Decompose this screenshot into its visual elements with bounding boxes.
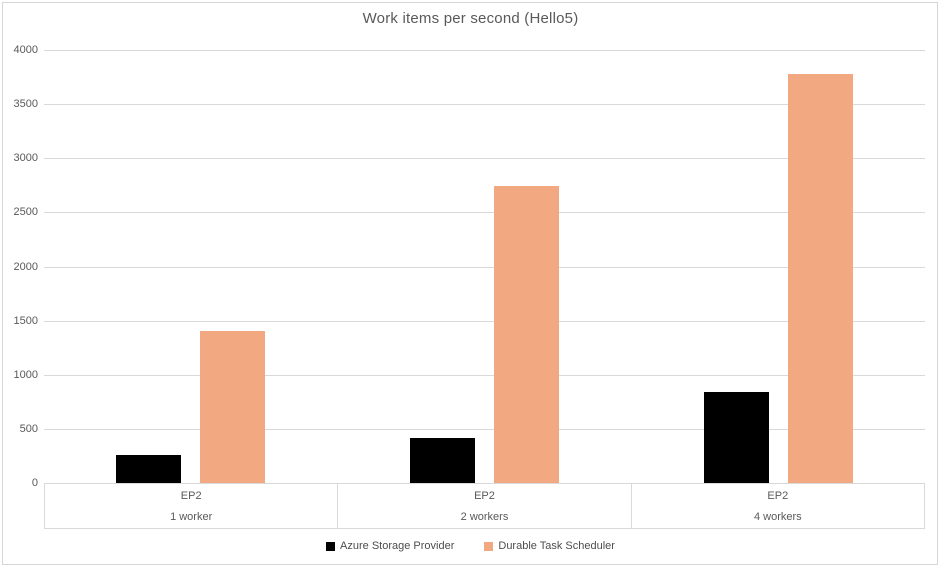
gridline-2000 (44, 266, 925, 268)
y-tick-label: 3000 (13, 152, 38, 165)
category-top-label: EP2 (767, 490, 789, 502)
legend-label: Azure Storage Provider (340, 540, 455, 552)
bar-group-4-workers (631, 50, 925, 483)
category-bottom-label: 4 workers (753, 511, 802, 523)
category-bottom-label: 1 worker (170, 511, 213, 523)
y-tick-label: 1000 (13, 368, 38, 381)
y-tick-label: 4000 (13, 44, 38, 56)
category-cell: EP2 4 workers (630, 484, 924, 528)
bar-azure-storage-provider (116, 454, 182, 483)
y-tick-label: 0 (31, 477, 38, 489)
gridline-3000 (44, 158, 925, 160)
chart-title: Work items per second (Hello5) (362, 10, 579, 27)
y-tick-label: 1500 (13, 314, 38, 327)
y-tick-label: 2000 (13, 260, 38, 273)
category-top-label: EP2 (180, 490, 202, 502)
bar-durable-task-scheduler (494, 186, 559, 483)
bar-azure-storage-provider (410, 437, 475, 483)
bar-durable-task-scheduler (200, 331, 266, 483)
y-tick-label: 2500 (13, 206, 38, 219)
bar-azure-storage-provider (703, 392, 769, 483)
legend-label: Durable Task Scheduler (498, 540, 615, 552)
y-tick-label: 500 (19, 422, 38, 435)
gridline-1500 (44, 320, 925, 322)
category-cell: EP2 2 workers (337, 484, 630, 528)
bar-group-2-workers (338, 50, 632, 483)
bar-group-1-worker (44, 50, 338, 483)
gridline-4000 (44, 50, 925, 51)
y-tick-label: 3500 (13, 98, 38, 111)
category-cell: EP2 1 worker (45, 484, 337, 528)
category-axis: EP2 1 worker EP2 2 workers EP2 4 workers (44, 483, 925, 529)
bars-layer (44, 50, 925, 483)
category-top-label: EP2 (474, 490, 495, 502)
bar-durable-task-scheduler (787, 73, 853, 483)
legend-item-azure-storage-provider: Azure Storage Provider (326, 540, 454, 552)
plot-area: 0 500 1000 1500 2000 2500 3000 3500 4000 (14, 44, 925, 489)
legend: Azure Storage Provider Durable Task Sched… (0, 540, 941, 552)
legend-swatch-icon (326, 541, 336, 551)
legend-item-durable-task-scheduler: Durable Task Scheduler (484, 540, 615, 552)
gridline-1000 (44, 374, 925, 376)
gridline-500 (44, 428, 925, 430)
category-bottom-label: 2 workers (460, 511, 509, 523)
legend-swatch-icon (484, 541, 494, 551)
gridline-2500 (44, 212, 925, 214)
gridline-3500 (44, 104, 925, 106)
